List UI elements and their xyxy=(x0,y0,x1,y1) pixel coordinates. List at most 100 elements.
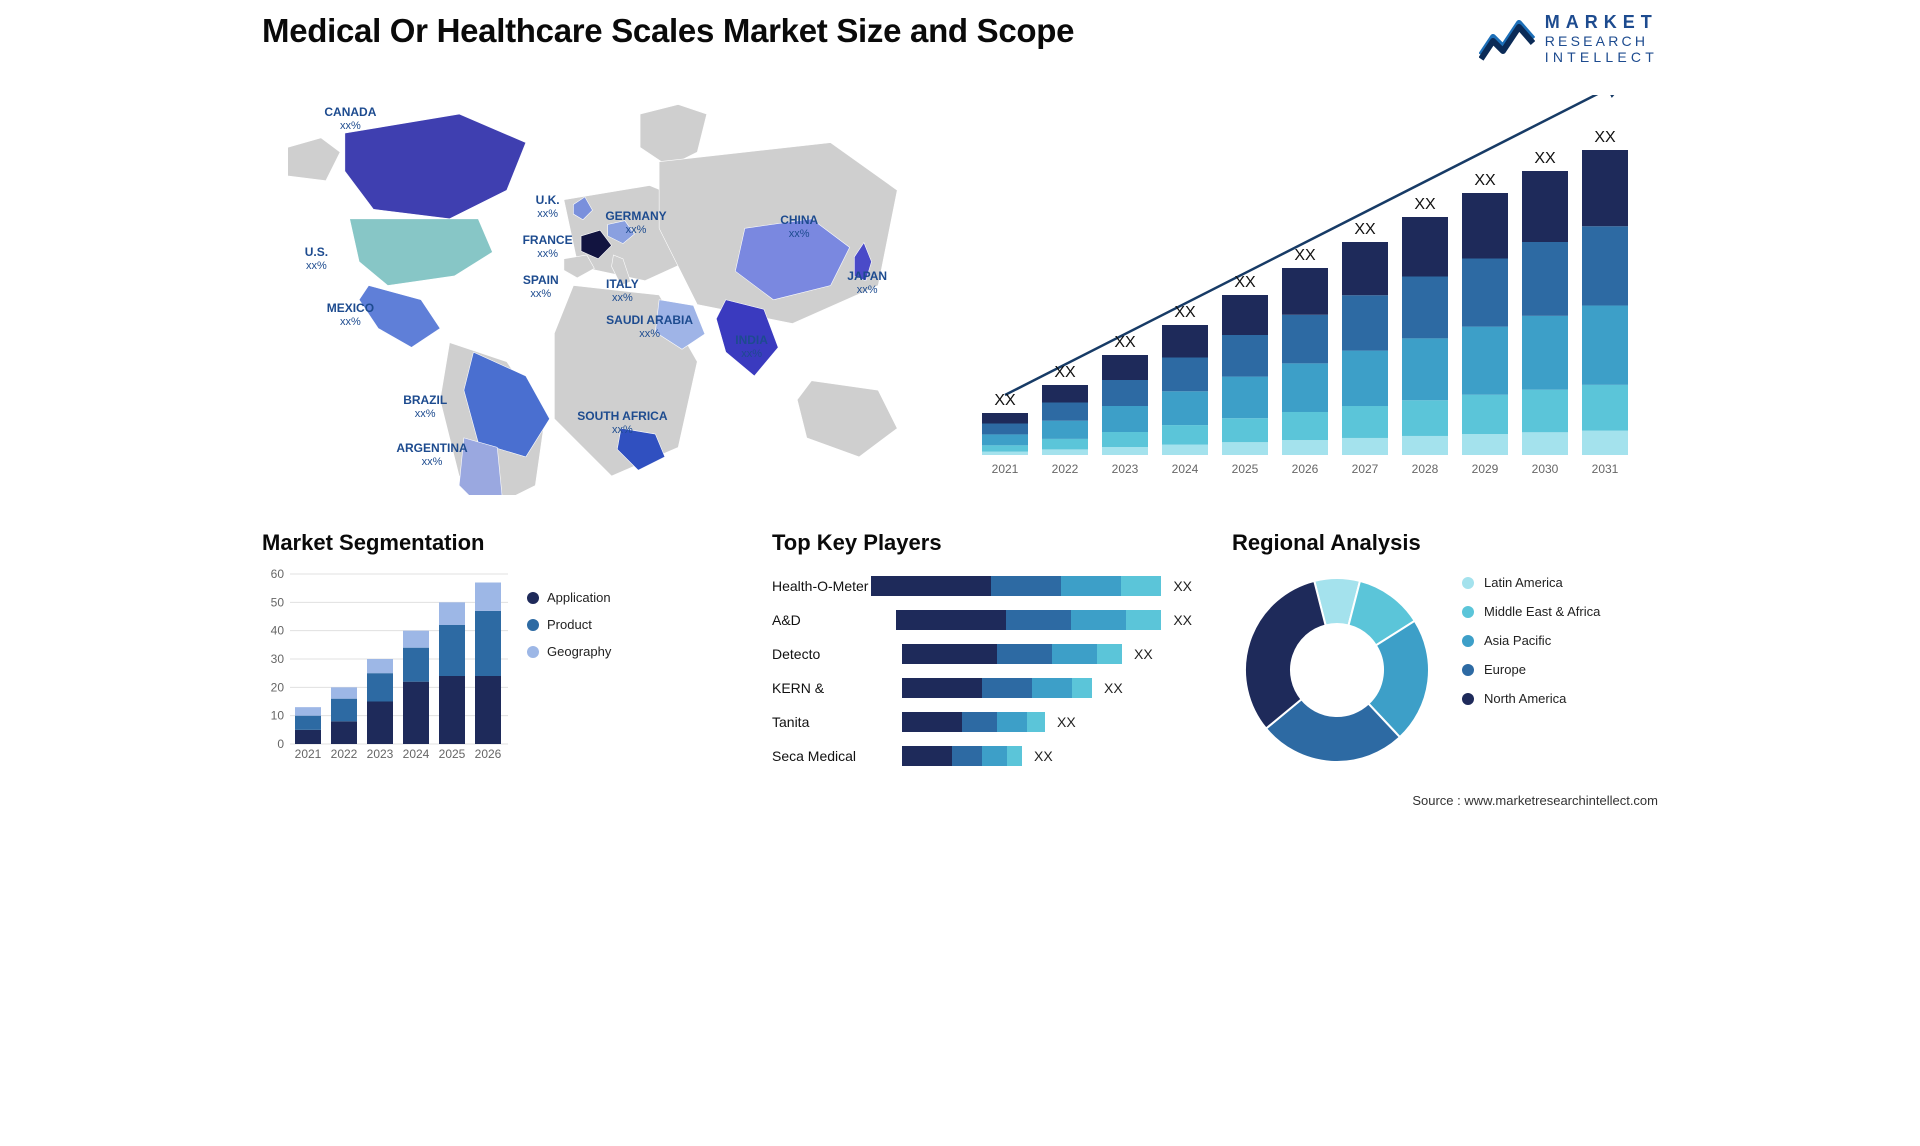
svg-text:30: 30 xyxy=(271,652,285,666)
logo-line-2: RESEARCH xyxy=(1545,33,1658,49)
svg-text:2024: 2024 xyxy=(1172,462,1199,476)
player-value: XX xyxy=(1057,714,1076,730)
svg-text:XX: XX xyxy=(1474,172,1496,189)
svg-text:2028: 2028 xyxy=(1412,462,1439,476)
svg-text:2025: 2025 xyxy=(439,747,466,761)
regional-legend-item: Europe xyxy=(1462,662,1600,677)
svg-text:10: 10 xyxy=(271,709,285,723)
source-text: Source : www.marketresearchintellect.com xyxy=(1412,793,1658,808)
svg-text:2027: 2027 xyxy=(1352,462,1379,476)
players-rows: Health-O-MeterXXA&DXXDetectoXXKERN &XXTa… xyxy=(772,570,1192,774)
growth-chart: XX 2021 XX 2022 XX 2023 XX 2024 XX 2025 XX 2026 XX 20… xyxy=(972,95,1652,485)
map-label: CHINAxx% xyxy=(780,214,818,240)
player-row: Tanita XX xyxy=(772,706,1192,738)
svg-text:XX: XX xyxy=(1114,334,1136,351)
player-name: A&D xyxy=(772,612,896,628)
map-label: SPAINxx% xyxy=(523,274,559,300)
svg-text:XX: XX xyxy=(1294,247,1316,264)
player-name: Detecto xyxy=(772,646,902,662)
map-label: FRANCExx% xyxy=(523,234,573,260)
map-label: ITALYxx% xyxy=(606,278,639,304)
player-name: Tanita xyxy=(772,714,902,730)
player-bar xyxy=(896,610,1161,630)
svg-text:0: 0 xyxy=(277,737,284,751)
brand-logo: MARKET RESEARCH INTELLECT xyxy=(1479,12,1658,65)
regional-legend-item: North America xyxy=(1462,691,1600,706)
map-label: CANADAxx% xyxy=(324,106,376,132)
player-value: XX xyxy=(1104,680,1123,696)
svg-text:2021: 2021 xyxy=(295,747,322,761)
svg-text:XX: XX xyxy=(1234,274,1256,291)
map-label: MEXICOxx% xyxy=(327,302,374,328)
segmentation-panel: Market Segmentation 0 10 20 30 40 50 60 2021 202… xyxy=(262,530,652,770)
world-map: CANADAxx% U.S.xx% MEXICOxx% BRAZILxx% ARGENT… xyxy=(262,95,942,495)
logo-mark-icon xyxy=(1479,15,1535,61)
svg-text:2022: 2022 xyxy=(331,747,358,761)
regional-legend-item: Latin America xyxy=(1462,575,1600,590)
map-label: BRAZILxx% xyxy=(403,394,447,420)
svg-text:XX: XX xyxy=(1414,196,1436,213)
player-name: KERN & xyxy=(772,680,902,696)
logo-text: MARKET RESEARCH INTELLECT xyxy=(1545,12,1658,65)
header: Medical Or Healthcare Scales Market Size… xyxy=(262,12,1658,82)
svg-text:2030: 2030 xyxy=(1532,462,1559,476)
svg-text:60: 60 xyxy=(271,567,285,581)
regional-legend-item: Asia Pacific xyxy=(1462,633,1600,648)
map-label: SOUTH AFRICAxx% xyxy=(577,410,667,436)
player-bar xyxy=(902,678,1092,698)
svg-text:2025: 2025 xyxy=(1232,462,1259,476)
map-label: JAPANxx% xyxy=(847,270,887,296)
svg-text:2031: 2031 xyxy=(1592,462,1619,476)
map-label: INDIAxx% xyxy=(735,334,768,360)
logo-line-3: INTELLECT xyxy=(1545,49,1658,65)
svg-text:50: 50 xyxy=(271,595,285,609)
player-value: XX xyxy=(1134,646,1153,662)
segmentation-legend-item: Geography xyxy=(527,644,611,659)
map-label: GERMANYxx% xyxy=(605,210,666,236)
map-label: U.K.xx% xyxy=(536,194,560,220)
players-title: Top Key Players xyxy=(772,530,1192,556)
player-value: XX xyxy=(1173,578,1192,594)
player-name: Health-O-Meter xyxy=(772,578,871,594)
svg-text:2026: 2026 xyxy=(475,747,502,761)
players-panel: Top Key Players Health-O-MeterXXA&DXXDet… xyxy=(772,530,1192,770)
growth-svg: XX 2021 XX 2022 XX 2023 XX 2024 XX 2025 XX 2026 XX 20… xyxy=(972,95,1652,485)
svg-text:XX: XX xyxy=(1054,364,1076,381)
player-row: Health-O-Meter XX xyxy=(772,570,1192,602)
player-bar xyxy=(902,644,1122,664)
segmentation-legend-item: Product xyxy=(527,617,611,632)
logo-line-1: MARKET xyxy=(1545,12,1658,33)
svg-text:XX: XX xyxy=(1174,304,1196,321)
segmentation-title: Market Segmentation xyxy=(262,530,652,556)
regional-legend: Latin America Middle East & Africa Asia Pa… xyxy=(1462,575,1600,720)
player-value: XX xyxy=(1034,748,1053,764)
svg-text:40: 40 xyxy=(271,624,285,638)
svg-text:XX: XX xyxy=(994,392,1016,409)
player-value: XX xyxy=(1173,612,1192,628)
svg-text:20: 20 xyxy=(271,680,285,694)
segmentation-legend-item: Application xyxy=(527,590,611,605)
svg-text:2023: 2023 xyxy=(1112,462,1139,476)
player-row: KERN & XX xyxy=(772,672,1192,704)
player-row: Detecto XX xyxy=(772,638,1192,670)
page-title: Medical Or Healthcare Scales Market Size… xyxy=(262,12,1658,50)
svg-text:2029: 2029 xyxy=(1472,462,1499,476)
map-label: SAUDI ARABIAxx% xyxy=(606,314,693,340)
svg-text:2021: 2021 xyxy=(992,462,1019,476)
svg-text:2022: 2022 xyxy=(1052,462,1079,476)
regional-donut xyxy=(1232,570,1442,770)
map-label: ARGENTINAxx% xyxy=(396,442,467,468)
svg-text:2023: 2023 xyxy=(367,747,394,761)
player-bar xyxy=(902,712,1045,732)
player-row: Seca MedicalXX xyxy=(772,740,1192,772)
svg-text:XX: XX xyxy=(1534,150,1556,167)
svg-text:2024: 2024 xyxy=(403,747,430,761)
regional-title: Regional Analysis xyxy=(1232,530,1662,556)
regional-legend-item: Middle East & Africa xyxy=(1462,604,1600,619)
svg-text:XX: XX xyxy=(1594,129,1616,146)
player-bar xyxy=(902,746,1022,766)
segmentation-legend: Application Product Geography xyxy=(527,590,611,671)
player-row: A&D XX xyxy=(772,604,1192,636)
svg-text:2026: 2026 xyxy=(1292,462,1319,476)
map-label: U.S.xx% xyxy=(305,246,328,272)
